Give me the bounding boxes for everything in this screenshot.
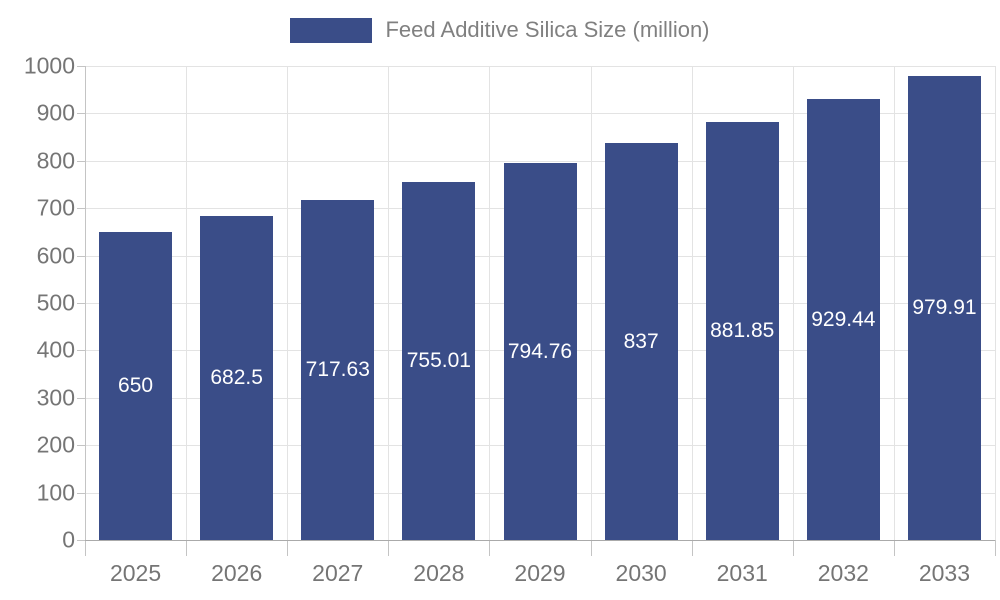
y-tick-label: 600 bbox=[36, 242, 75, 269]
y-tick-mark bbox=[77, 397, 85, 399]
h-gridline bbox=[85, 66, 995, 67]
y-tick-mark bbox=[77, 160, 85, 162]
y-tick-label: 500 bbox=[36, 289, 75, 316]
bar-value-label: 650 bbox=[118, 373, 154, 397]
y-tick-mark bbox=[77, 445, 85, 447]
y-tick-mark bbox=[77, 255, 85, 257]
x-tick-mark bbox=[287, 540, 289, 556]
x-tick-mark bbox=[893, 540, 895, 556]
bar-2031[interactable] bbox=[705, 122, 779, 540]
bar-value-label: 837 bbox=[623, 329, 659, 353]
y-tick-mark bbox=[77, 492, 85, 494]
bar-2030[interactable] bbox=[604, 143, 678, 540]
bar-2032[interactable] bbox=[806, 99, 880, 540]
bar-value-label: 881.85 bbox=[710, 319, 775, 342]
bar-2028[interactable] bbox=[402, 182, 476, 540]
y-tick-mark bbox=[77, 113, 85, 115]
x-tick-label-2031: 2031 bbox=[716, 560, 768, 586]
x-axis-line bbox=[85, 540, 995, 541]
x-tick-mark bbox=[691, 540, 693, 556]
y-tick-label: 200 bbox=[36, 431, 75, 458]
x-tick-label-2026: 2026 bbox=[211, 560, 263, 586]
legend-swatch[interactable] bbox=[290, 17, 373, 43]
y-tick-mark bbox=[77, 350, 85, 352]
y-tick-mark bbox=[77, 208, 85, 210]
x-tick-label-2030: 2030 bbox=[615, 560, 667, 586]
bar-value-label: 755.01 bbox=[406, 349, 471, 373]
h-gridline bbox=[85, 113, 995, 115]
bar-value-label: 979.91 bbox=[912, 295, 977, 319]
legend-label[interactable]: Feed Additive Silica Size (million) bbox=[385, 17, 710, 42]
v-gridline bbox=[995, 66, 996, 540]
v-gridline bbox=[590, 66, 592, 540]
x-tick-label-2027: 2027 bbox=[312, 560, 364, 586]
y-tick-label: 900 bbox=[36, 99, 75, 126]
x-tick-mark bbox=[995, 540, 996, 556]
x-tick-label-2029: 2029 bbox=[514, 560, 566, 586]
x-tick-label-2033: 2033 bbox=[918, 560, 971, 586]
v-gridline bbox=[893, 66, 895, 540]
v-gridline bbox=[388, 66, 390, 540]
v-gridline bbox=[691, 66, 693, 540]
bar-value-label: 717.63 bbox=[305, 357, 370, 381]
bar-value-label: 794.76 bbox=[507, 339, 573, 363]
x-tick-label-2032: 2032 bbox=[817, 560, 869, 586]
y-tick-mark bbox=[77, 303, 85, 304]
v-gridline bbox=[489, 66, 491, 540]
v-gridline bbox=[287, 66, 289, 540]
y-tick-mark bbox=[77, 540, 85, 541]
bar-2027[interactable] bbox=[301, 199, 375, 540]
y-tick-label: 800 bbox=[36, 147, 75, 174]
x-tick-mark bbox=[792, 540, 794, 556]
y-tick-label: 300 bbox=[36, 384, 75, 411]
y-tick-label: 700 bbox=[36, 194, 75, 221]
y-tick-label: 400 bbox=[36, 336, 75, 363]
bar-2029[interactable] bbox=[503, 163, 577, 540]
bar-2033[interactable] bbox=[907, 75, 981, 540]
y-tick-label: 1000 bbox=[23, 52, 75, 79]
x-tick-mark bbox=[388, 540, 390, 556]
y-tick-label: 100 bbox=[36, 479, 75, 506]
y-tick-mark bbox=[77, 66, 85, 67]
bar-2026[interactable] bbox=[200, 216, 274, 540]
x-tick-mark bbox=[186, 540, 188, 556]
x-tick-label-2028: 2028 bbox=[413, 560, 465, 586]
y-axis-line bbox=[85, 66, 86, 556]
v-gridline bbox=[792, 66, 794, 540]
v-gridline bbox=[186, 66, 188, 540]
legend[interactable]: Feed Additive Silica Size (million) bbox=[0, 17, 1000, 43]
x-tick-mark bbox=[489, 540, 491, 556]
bar-value-label: 929.44 bbox=[811, 307, 876, 331]
bar-value-label: 682.5 bbox=[210, 366, 263, 390]
h-gridline bbox=[85, 160, 995, 162]
x-tick-mark bbox=[590, 540, 592, 556]
bar-2025[interactable] bbox=[99, 231, 173, 540]
y-tick-label: 0 bbox=[62, 526, 75, 553]
x-tick-label-2025: 2025 bbox=[109, 560, 162, 586]
